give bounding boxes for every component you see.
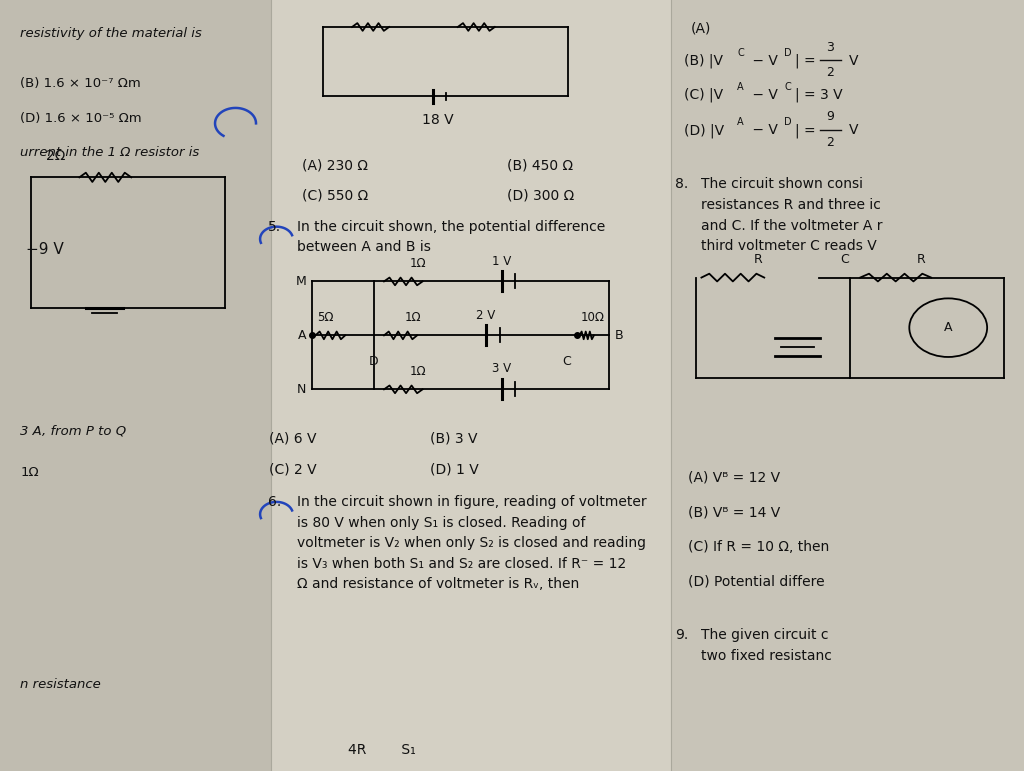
Bar bbox=[671, 0, 1024, 771]
Text: (B) 450 Ω: (B) 450 Ω bbox=[507, 158, 573, 172]
Text: 5.: 5. bbox=[268, 220, 282, 234]
Text: (D) 1.6 × 10⁻⁵ Ωm: (D) 1.6 × 10⁻⁵ Ωm bbox=[20, 112, 142, 125]
Text: C: C bbox=[562, 355, 571, 368]
Text: B: B bbox=[614, 329, 623, 342]
Text: (D) Potential differe: (D) Potential differe bbox=[688, 574, 824, 588]
Text: − V: − V bbox=[748, 88, 777, 102]
Text: (D) 300 Ω: (D) 300 Ω bbox=[507, 189, 574, 203]
Text: − V: − V bbox=[748, 123, 777, 137]
Text: | =: | = bbox=[795, 54, 815, 69]
Text: (A): (A) bbox=[691, 22, 712, 35]
Text: The given circuit c
two fixed resistanc: The given circuit c two fixed resistanc bbox=[701, 628, 833, 663]
Text: (A) 230 Ω: (A) 230 Ω bbox=[302, 158, 368, 172]
Text: (C) |V: (C) |V bbox=[684, 88, 723, 103]
Text: 9.: 9. bbox=[675, 628, 688, 642]
Text: M: M bbox=[296, 275, 306, 288]
Text: D: D bbox=[369, 355, 378, 368]
Bar bbox=[0, 0, 271, 771]
Text: (B) 1.6 × 10⁻⁷ Ωm: (B) 1.6 × 10⁻⁷ Ωm bbox=[20, 77, 141, 90]
Text: 3 A, from P to Q: 3 A, from P to Q bbox=[20, 424, 127, 437]
Text: 3 V: 3 V bbox=[492, 362, 511, 375]
Text: (A) 6 V: (A) 6 V bbox=[269, 432, 316, 446]
Text: 6.: 6. bbox=[268, 495, 282, 509]
Text: (C) 550 Ω: (C) 550 Ω bbox=[302, 189, 369, 203]
Text: (C) If R = 10 Ω, then: (C) If R = 10 Ω, then bbox=[688, 540, 829, 554]
Text: (B) |V: (B) |V bbox=[684, 54, 723, 69]
Text: In the circuit shown, the potential difference
between A and B is: In the circuit shown, the potential diff… bbox=[297, 220, 605, 254]
Text: 1Ω: 1Ω bbox=[410, 257, 426, 270]
Text: − V: − V bbox=[748, 54, 777, 68]
Text: (D) |V: (D) |V bbox=[684, 123, 724, 138]
Text: urrent in the 1 Ω resistor is: urrent in the 1 Ω resistor is bbox=[20, 146, 200, 160]
Text: 2: 2 bbox=[826, 66, 835, 79]
Text: (B) Vᴮ = 14 V: (B) Vᴮ = 14 V bbox=[688, 505, 780, 519]
Text: | = 3 V: | = 3 V bbox=[795, 88, 843, 103]
Text: A: A bbox=[298, 329, 306, 342]
Text: 5Ω: 5Ω bbox=[317, 311, 334, 324]
Text: C: C bbox=[737, 48, 744, 58]
Text: V: V bbox=[849, 123, 858, 137]
Text: (D) 1 V: (D) 1 V bbox=[430, 463, 479, 476]
Text: 2: 2 bbox=[826, 136, 835, 149]
Text: (C) 2 V: (C) 2 V bbox=[269, 463, 317, 476]
Text: In the circuit shown in figure, reading of voltmeter
is 80 V when only S₁ is clo: In the circuit shown in figure, reading … bbox=[297, 495, 646, 591]
Text: R: R bbox=[918, 253, 926, 266]
Text: 3: 3 bbox=[826, 41, 835, 54]
Text: A: A bbox=[737, 117, 743, 127]
Text: (A) Vᴮ = 12 V: (A) Vᴮ = 12 V bbox=[688, 470, 780, 484]
Text: A: A bbox=[737, 82, 743, 92]
Text: 1Ω: 1Ω bbox=[20, 466, 39, 480]
Text: n resistance: n resistance bbox=[20, 678, 101, 692]
Text: D: D bbox=[784, 117, 792, 127]
Bar bbox=[271, 0, 671, 771]
Text: (B) 3 V: (B) 3 V bbox=[430, 432, 477, 446]
Text: 2Ω: 2Ω bbox=[46, 150, 66, 163]
Text: C: C bbox=[784, 82, 792, 92]
Text: 8.: 8. bbox=[675, 177, 688, 191]
Text: R: R bbox=[754, 253, 762, 266]
Text: 10Ω: 10Ω bbox=[581, 311, 605, 324]
Text: 18 V: 18 V bbox=[423, 113, 454, 127]
Text: 2 V: 2 V bbox=[476, 308, 496, 322]
Text: V: V bbox=[849, 54, 858, 68]
Text: 4R        S₁: 4R S₁ bbox=[348, 743, 416, 757]
Text: 1 V: 1 V bbox=[492, 254, 511, 268]
Text: 1Ω: 1Ω bbox=[404, 311, 421, 324]
Text: The circuit shown consi
resistances R and three ic
and C. If the voltmeter A r
t: The circuit shown consi resistances R an… bbox=[701, 177, 883, 253]
Text: 1Ω: 1Ω bbox=[410, 365, 426, 378]
Text: 9: 9 bbox=[826, 110, 835, 123]
Text: A: A bbox=[944, 322, 952, 334]
Text: D: D bbox=[784, 48, 792, 58]
Text: −9 V: −9 V bbox=[26, 242, 63, 257]
Text: C: C bbox=[841, 253, 849, 266]
Text: resistivity of the material is: resistivity of the material is bbox=[20, 27, 202, 40]
Text: N: N bbox=[297, 383, 306, 396]
Text: | =: | = bbox=[795, 123, 815, 138]
